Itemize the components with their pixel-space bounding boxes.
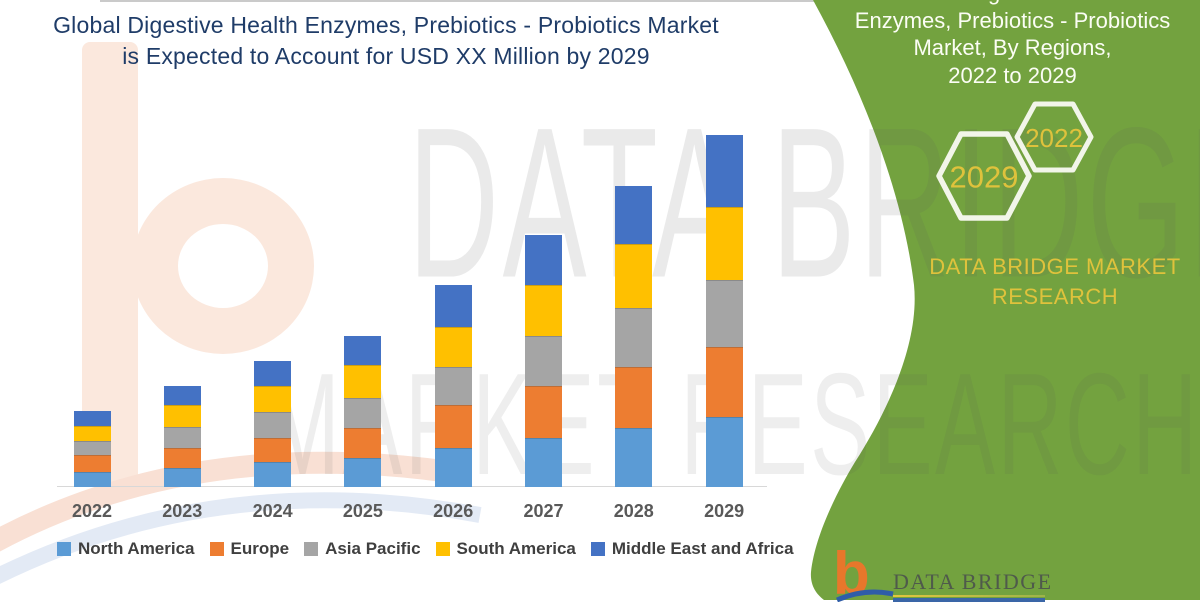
bar-segment-asia-pacific-2024 bbox=[254, 412, 292, 438]
top-edge-line bbox=[100, 0, 815, 2]
bar-2026 bbox=[434, 285, 472, 487]
bar-segment-europe-2029 bbox=[705, 347, 743, 417]
bar-segment-asia-pacific-2022 bbox=[73, 441, 111, 455]
bar-segment-europe-2023 bbox=[163, 448, 201, 468]
bar-segment-south-america-2023 bbox=[163, 405, 201, 427]
bar-segment-europe-2024 bbox=[254, 438, 292, 462]
bar-segment-north-america-2023 bbox=[163, 468, 201, 487]
bar-2028 bbox=[615, 186, 653, 487]
chart-title-line2: is Expected to Account for USD XX Millio… bbox=[122, 43, 650, 69]
legend-label-middle-east-and-africa: Middle East and Africa bbox=[611, 539, 794, 558]
bar-segment-north-america-2024 bbox=[254, 462, 292, 487]
bar-segment-asia-pacific-2023 bbox=[163, 427, 201, 448]
legend-swatch-middle-east-and-africa bbox=[590, 542, 605, 556]
bar-2025 bbox=[344, 336, 382, 487]
bar-segment-middle-east-and-africa-2023 bbox=[163, 386, 201, 405]
bar-segment-south-america-2024 bbox=[254, 386, 292, 412]
footer-logo-rule bbox=[893, 595, 1045, 597]
legend-swatch-north-america bbox=[57, 542, 71, 556]
bar-segment-europe-2026 bbox=[434, 405, 472, 448]
bar-segment-asia-pacific-2029 bbox=[705, 280, 743, 347]
bar-segment-north-america-2029 bbox=[705, 417, 743, 487]
legend-swatch-asia-pacific bbox=[304, 542, 319, 556]
x-axis-label-2029: 2029 bbox=[704, 501, 745, 521]
chart-title: Global Digestive Health Enzymes, Prebiot… bbox=[16, 10, 756, 72]
bar-segment-middle-east-and-africa-2026 bbox=[434, 285, 472, 327]
x-axis-label-2024: 2024 bbox=[252, 501, 293, 521]
bar-segment-north-america-2027 bbox=[525, 438, 562, 487]
bar-segment-asia-pacific-2028 bbox=[615, 308, 653, 367]
bar-segment-asia-pacific-2026 bbox=[434, 367, 472, 405]
bar-2024 bbox=[254, 361, 292, 487]
bar-2023 bbox=[163, 386, 201, 487]
bar-segment-middle-east-and-africa-2029 bbox=[705, 135, 743, 207]
x-axis-label-2022: 2022 bbox=[71, 501, 113, 521]
legend-label-south-america: South America bbox=[456, 539, 576, 558]
x-axis-label-2027: 2027 bbox=[523, 501, 564, 521]
hexagon-2029-badge: 2029 bbox=[936, 131, 1032, 221]
bar-segment-south-america-2029 bbox=[705, 207, 743, 280]
panel-brand-line1: DATA BRIDGE MARKET bbox=[929, 254, 1181, 279]
bar-segment-europe-2028 bbox=[615, 367, 653, 428]
bar-segment-south-america-2025 bbox=[344, 365, 382, 398]
bar-segment-middle-east-and-africa-2028 bbox=[615, 186, 653, 244]
bar-2029 bbox=[705, 135, 743, 487]
legend-swatch-europe bbox=[209, 542, 224, 556]
watermark-swoosh-arcs bbox=[0, 451, 482, 584]
legend-label-north-america: North America bbox=[78, 539, 195, 558]
legend-item-europe: Europe bbox=[209, 539, 290, 559]
watermark-b-stem bbox=[82, 42, 138, 482]
chart-legend: North America Europe Asia Pacific South Ame… bbox=[57, 539, 794, 559]
panel-brand-text: DATA BRIDGE MARKET RESEARCH bbox=[880, 252, 1200, 312]
legend-item-asia-pacific: Asia Pacific bbox=[304, 539, 421, 559]
bar-segment-south-america-2027 bbox=[525, 285, 562, 336]
bar-segment-middle-east-and-africa-2027 bbox=[525, 235, 562, 285]
bar-segment-south-america-2026 bbox=[434, 327, 472, 367]
bar-segment-north-america-2025 bbox=[344, 458, 382, 487]
x-axis-label-2025: 2025 bbox=[342, 501, 383, 521]
bar-segment-europe-2025 bbox=[344, 428, 382, 458]
hexagon-2022-label: 2022 bbox=[1025, 123, 1083, 153]
bar-2027 bbox=[525, 235, 562, 487]
chart-title-line1: Global Digestive Health Enzymes, Prebiot… bbox=[53, 12, 719, 38]
footer-logo-strip bbox=[893, 598, 1045, 602]
panel-heading-line2: Enzymes, Prebiotics - Probiotics bbox=[854, 7, 1171, 33]
footer-logo-swoosh-icon bbox=[836, 589, 894, 602]
x-axis-line bbox=[57, 486, 767, 487]
hexagon-2029-label: 2029 bbox=[950, 160, 1019, 195]
legend-item-middle-east-and-africa: Middle East and Africa bbox=[590, 539, 794, 559]
panel-brand-line2: RESEARCH bbox=[991, 284, 1119, 309]
panel-heading-line4: 2022 to 2029 bbox=[948, 62, 1077, 88]
legend-label-europe: Europe bbox=[230, 539, 290, 558]
bar-segment-asia-pacific-2027 bbox=[525, 336, 562, 386]
bar-segment-middle-east-and-africa-2025 bbox=[344, 336, 382, 365]
bar-segment-north-america-2028 bbox=[615, 428, 653, 487]
x-axis-label-2026: 2026 bbox=[433, 501, 474, 521]
footer-logo-wordmark: DATA BRIDGE bbox=[893, 569, 1053, 594]
panel-heading-line3: Market, By Regions, bbox=[913, 35, 1112, 60]
bar-segment-europe-2027 bbox=[525, 386, 562, 438]
panel-heading: Global Digestive Health Enzymes, Prebiot… bbox=[845, 0, 1180, 89]
x-axis-label-2023: 2023 bbox=[162, 501, 203, 521]
bar-segment-south-america-2028 bbox=[615, 244, 653, 308]
bar-segment-north-america-2026 bbox=[434, 448, 472, 487]
bar-segment-middle-east-and-africa-2024 bbox=[254, 361, 292, 386]
legend-item-south-america: South America bbox=[435, 539, 576, 559]
legend-swatch-south-america bbox=[435, 542, 450, 556]
bar-segment-europe-2022 bbox=[73, 455, 111, 472]
panel-heading-line1: Global Digestive Health bbox=[845, 0, 1180, 7]
bar-segment-middle-east-and-africa-2022 bbox=[73, 411, 111, 426]
legend-item-north-america: North America bbox=[57, 539, 195, 559]
hexagon-2022-badge: 2022 bbox=[1014, 101, 1094, 173]
footer-logo: b DATA BRIDGE bbox=[833, 544, 1163, 604]
x-axis-label-2028: 2028 bbox=[613, 501, 654, 521]
legend-label-asia-pacific: Asia Pacific bbox=[325, 539, 421, 558]
bar-segment-north-america-2022 bbox=[73, 472, 111, 487]
bar-segment-south-america-2022 bbox=[73, 426, 111, 441]
bar-2022 bbox=[73, 411, 111, 487]
bar-segment-asia-pacific-2025 bbox=[344, 398, 382, 428]
